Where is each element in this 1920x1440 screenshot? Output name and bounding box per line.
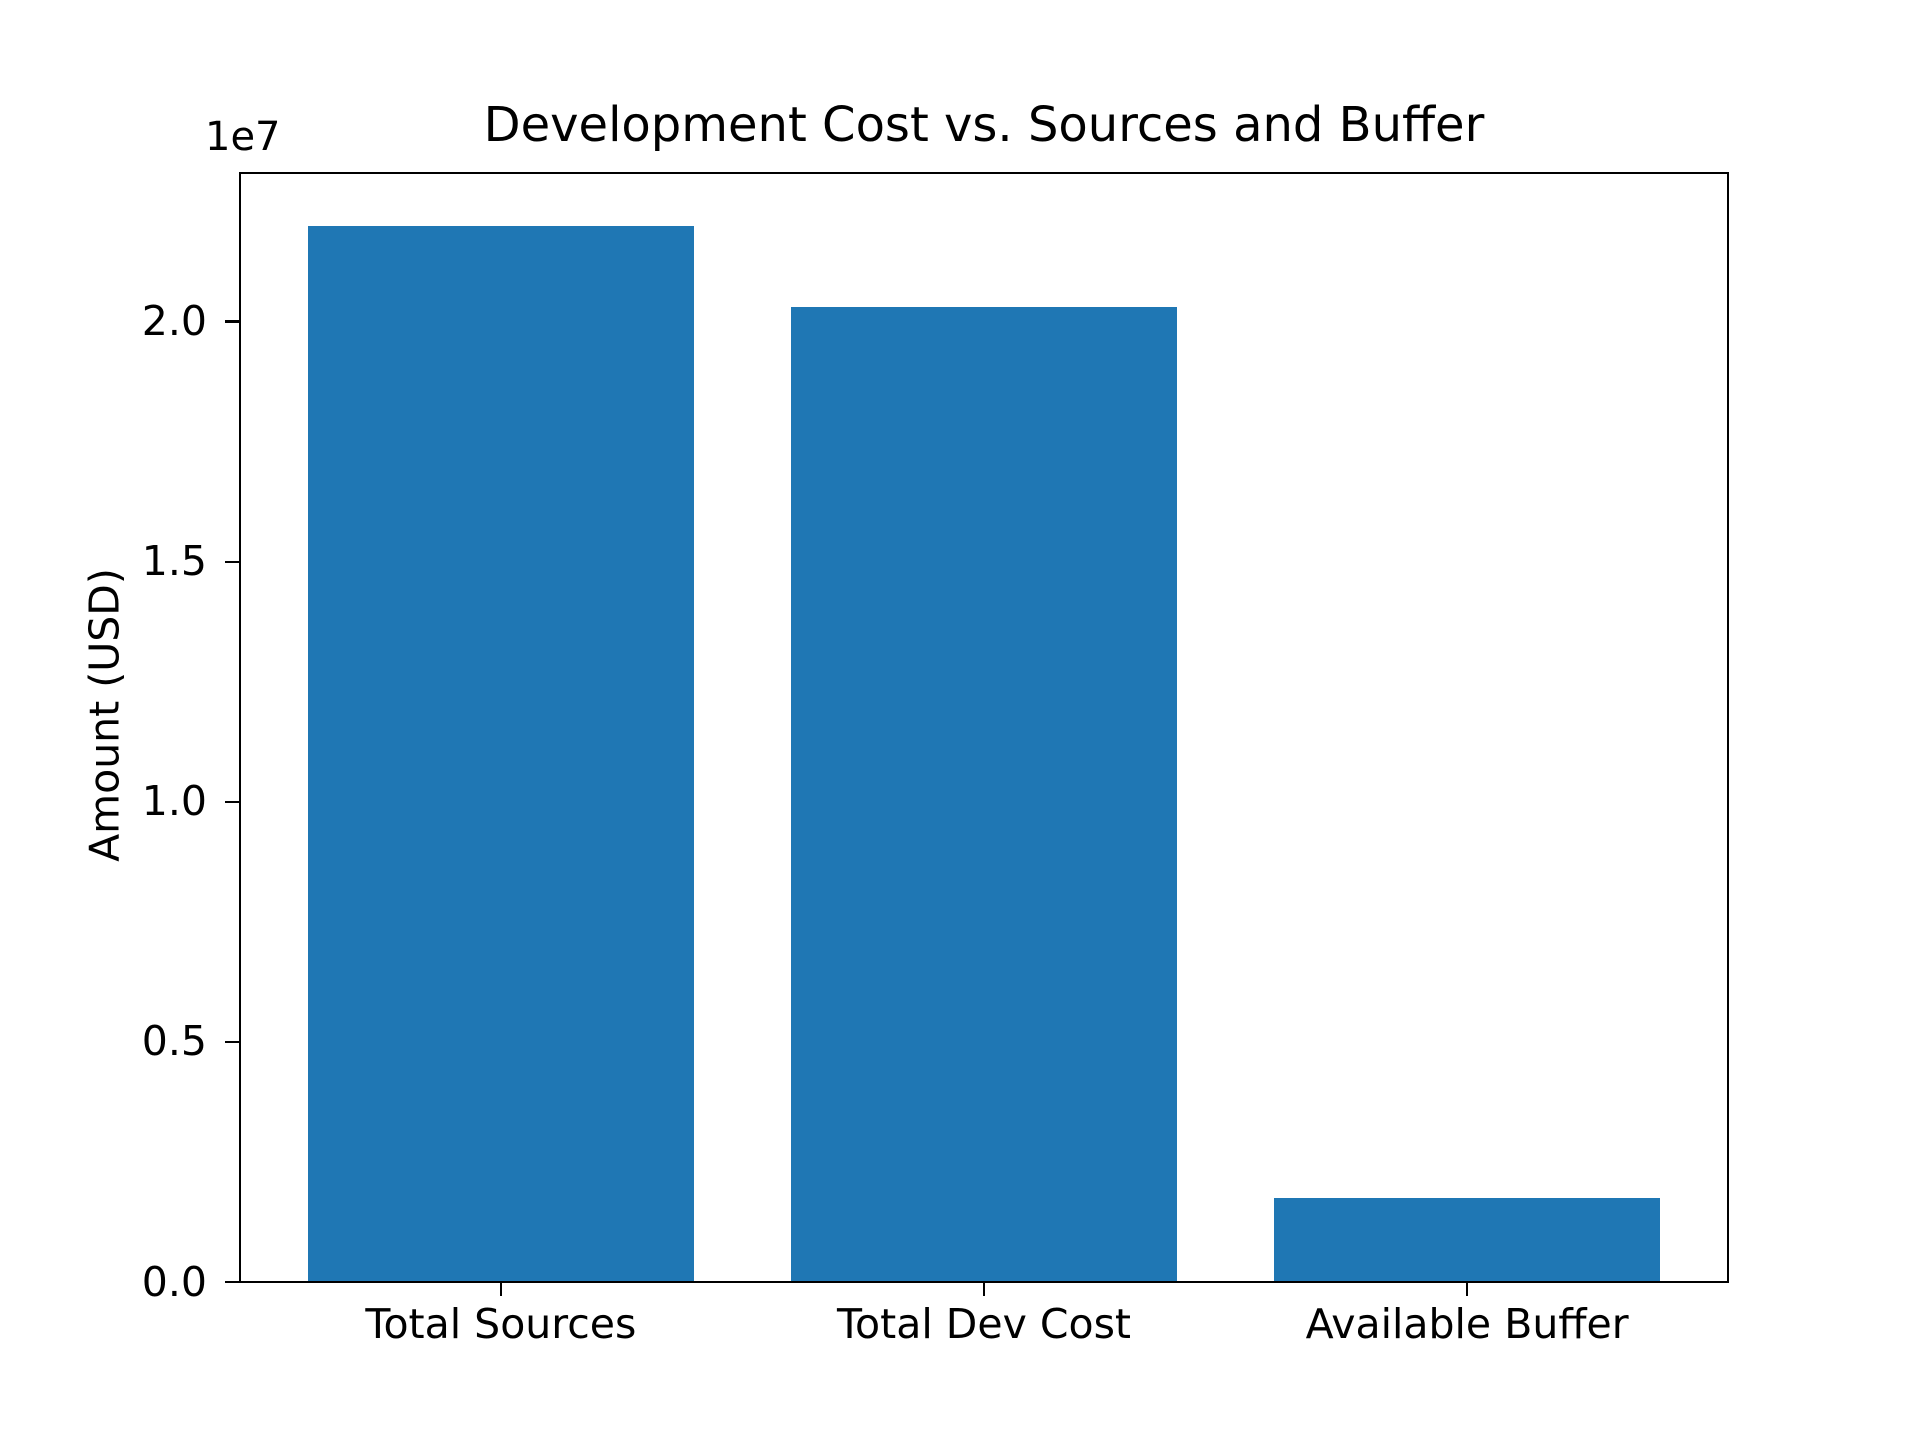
y-tick-mark-1.5 [225,560,240,564]
y-tick-label-1.5: 1.5 [141,537,207,586]
y-tick-label-0.5: 0.5 [141,1017,207,1066]
x-tick-label-available-buffer: Available Buffer [1305,1300,1629,1348]
y-tick-label-2.0: 2.0 [141,297,207,346]
x-tick-mark-available-buffer [1465,1282,1469,1296]
chart-title: Development Cost vs. Sources and Buffer [483,97,1485,153]
y-tick-label-0.0: 0.0 [141,1257,207,1306]
bar-total-sources [307,225,695,1282]
bar-total-dev-cost [790,307,1178,1282]
y-axis-offset-label: 1e7 [205,114,281,160]
y-tick-mark-0.0 [225,1280,240,1284]
x-tick-mark-total-dev-cost [982,1282,986,1296]
x-tick-label-total-sources: Total Sources [365,1300,637,1348]
y-tick-mark-0.5 [225,1040,240,1044]
bar-available-buffer [1273,1197,1661,1282]
y-tick-mark-1.0 [225,800,240,804]
x-tick-label-total-dev-cost: Total Dev Cost [836,1300,1132,1348]
y-tick-mark-2.0 [225,320,240,324]
x-tick-mark-total-sources [499,1282,503,1296]
y-tick-label-1.0: 1.0 [141,777,207,826]
